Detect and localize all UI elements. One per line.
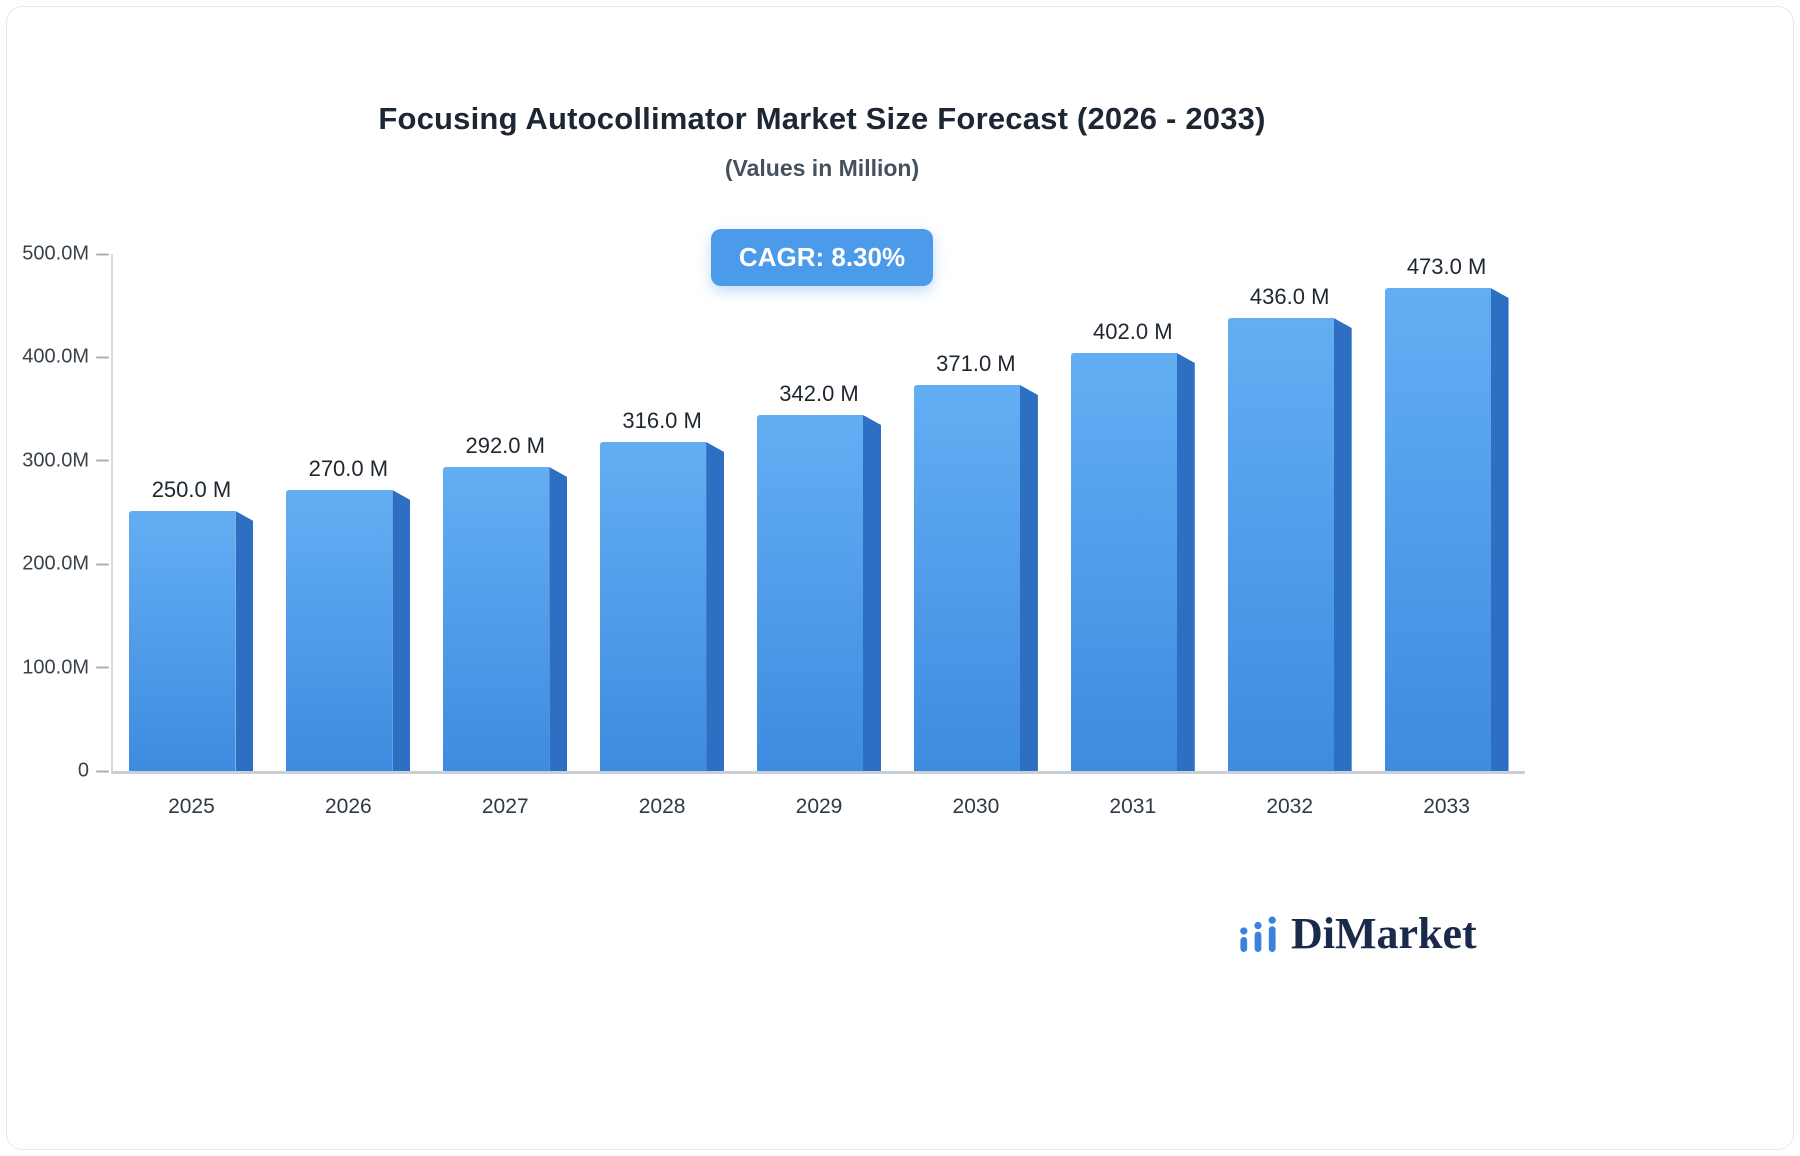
x-axis-label: 2031: [1109, 795, 1157, 818]
bar-side-face: [549, 467, 568, 771]
y-tick: 0: [78, 760, 109, 783]
bar-side-face: [1490, 288, 1509, 771]
y-tick-label: 100.0M: [22, 656, 89, 679]
y-tick-label: 500.0M: [22, 242, 89, 265]
bar-value-label: 402.0 M: [1093, 319, 1173, 344]
bar-group: 371.0 M 2030: [897, 254, 1054, 818]
bar-group: 316.0 M 2028: [584, 254, 741, 818]
bar-group: 342.0 M 2029: [741, 254, 898, 818]
bar-value-label: 371.0 M: [936, 351, 1016, 376]
x-axis-label: 2027: [481, 795, 529, 818]
logo: DiMarket: [1235, 910, 1477, 956]
x-axis-label: 2029: [795, 795, 843, 818]
y-tick-label: 400.0M: [22, 345, 89, 368]
logo-text: DiMarket: [1291, 909, 1477, 958]
bar-side-face: [1019, 385, 1038, 771]
chart-title: Focusing Autocollimator Market Size Fore…: [378, 101, 1266, 136]
bar-group: 473.0 M 2033: [1368, 254, 1525, 818]
bar-front-face: [1227, 318, 1334, 771]
y-tick-mark: [96, 459, 109, 462]
bar-2026: [286, 490, 411, 771]
bar-2027: [443, 467, 568, 771]
x-axis-label: 2030: [952, 795, 1000, 818]
y-tick: 400.0M: [22, 346, 109, 369]
bar-front-face: [913, 385, 1020, 771]
bar-front-face: [1384, 288, 1491, 771]
bar-front-face: [1070, 353, 1177, 771]
bar-side-face: [706, 442, 725, 771]
bar-group: 436.0 M 2032: [1211, 254, 1368, 818]
y-tick-label: 0: [77, 759, 89, 782]
y-tick-mark: [96, 563, 109, 566]
bar-2030: [913, 385, 1038, 771]
bar-2032: [1227, 318, 1352, 771]
chart-subtitle: (Values in Million): [724, 155, 920, 181]
x-axis-label: 2025: [168, 795, 215, 818]
bar-side-face: [863, 415, 881, 771]
y-tick: 300.0M: [22, 449, 109, 472]
bar-group: 402.0 M 2031: [1054, 254, 1211, 818]
bar-group: 270.0 M 2026: [270, 254, 427, 818]
bar-2031: [1070, 353, 1195, 771]
chart-card: Focusing Autocollimator Market Size Fore…: [6, 6, 1794, 1150]
bar-side-face: [392, 490, 411, 771]
bar-side-face: [1176, 353, 1195, 771]
plot-area: 250.0 M 2025 270.0 M 2026 292.0 M 2027 316.0 M…: [111, 254, 1525, 818]
x-axis-label: 2032: [1266, 795, 1314, 818]
y-axis: 0 100.0M 200.0M 300.0M 400.0M 500.0M: [7, 243, 109, 782]
bar-value-label: 292.0 M: [465, 433, 545, 458]
bar-2028: [600, 442, 725, 771]
bar-value-label: 342.0 M: [779, 381, 859, 406]
y-tick-label: 200.0M: [22, 552, 89, 575]
bar-value-label: 436.0 M: [1249, 284, 1330, 309]
bar-side-face: [1333, 318, 1352, 771]
bar-value-label: 316.0 M: [622, 408, 702, 433]
y-tick: 100.0M: [22, 656, 109, 679]
x-axis-label: 2033: [1423, 795, 1470, 818]
bar-value-label: 473.0 M: [1406, 254, 1487, 279]
cagr-badge-row: CAGR: 8.30%: [117, 229, 1527, 286]
bar-2033: [1384, 288, 1509, 771]
dimarket-logo-icon: [1240, 916, 1276, 952]
y-tick-mark: [96, 253, 109, 255]
bar-front-face: [129, 511, 236, 771]
bar-value-label: 270.0 M: [308, 456, 389, 481]
bar-front-face: [286, 490, 393, 771]
bar-group: 292.0 M 2027: [427, 254, 584, 818]
bar-2025: [129, 511, 254, 771]
y-tick: 500.0M: [22, 243, 109, 266]
bar-front-face: [757, 415, 863, 771]
y-tick-mark: [96, 770, 109, 772]
bar-side-face: [235, 511, 254, 771]
y-tick: 200.0M: [22, 553, 109, 576]
bar-2029: [757, 415, 881, 771]
bar-value-label: 250.0 M: [151, 477, 232, 502]
y-tick-mark: [96, 356, 109, 359]
x-axis-label: 2026: [324, 795, 372, 818]
x-axis-label: 2028: [638, 795, 686, 818]
cagr-badge: CAGR: 8.30%: [710, 229, 934, 286]
bar-front-face: [443, 467, 550, 771]
bar-group: 250.0 M 2025: [113, 254, 270, 818]
bar-front-face: [600, 442, 707, 771]
y-tick-label: 300.0M: [22, 449, 89, 472]
y-tick-mark: [96, 666, 109, 669]
